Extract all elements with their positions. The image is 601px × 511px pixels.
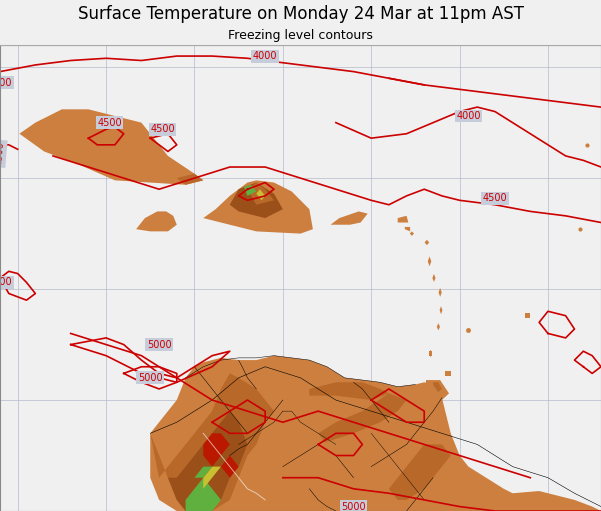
Polygon shape xyxy=(429,350,432,357)
Polygon shape xyxy=(256,189,265,200)
Text: 5000: 5000 xyxy=(0,277,12,287)
Polygon shape xyxy=(432,274,436,282)
Polygon shape xyxy=(398,216,408,222)
Polygon shape xyxy=(331,212,368,225)
Polygon shape xyxy=(410,231,414,236)
Polygon shape xyxy=(445,371,451,376)
Polygon shape xyxy=(203,433,230,467)
Text: 4500: 4500 xyxy=(150,124,175,134)
Polygon shape xyxy=(203,180,313,234)
Polygon shape xyxy=(389,445,451,500)
Polygon shape xyxy=(203,467,221,489)
Text: 5000: 5000 xyxy=(138,373,162,383)
Text: Surface Temperature on Monday 24 Mar at 11pm AST: Surface Temperature on Monday 24 Mar at … xyxy=(78,6,523,24)
Polygon shape xyxy=(310,382,389,400)
Polygon shape xyxy=(405,227,410,231)
Polygon shape xyxy=(439,306,442,314)
Text: 4000: 4000 xyxy=(253,51,278,61)
Polygon shape xyxy=(177,174,203,185)
Polygon shape xyxy=(195,360,248,467)
Polygon shape xyxy=(221,455,239,478)
Polygon shape xyxy=(244,185,256,196)
Polygon shape xyxy=(439,288,442,297)
Text: 4000: 4000 xyxy=(456,111,481,121)
Polygon shape xyxy=(437,323,440,330)
Polygon shape xyxy=(433,382,442,393)
Polygon shape xyxy=(136,212,177,231)
Text: 5000: 5000 xyxy=(341,502,366,511)
Polygon shape xyxy=(424,240,429,245)
Text: 4500: 4500 xyxy=(0,141,6,167)
Polygon shape xyxy=(429,351,432,356)
Polygon shape xyxy=(168,411,248,511)
Polygon shape xyxy=(19,109,203,185)
Polygon shape xyxy=(318,393,406,445)
Text: 4500: 4500 xyxy=(97,118,122,128)
Text: 4000: 4000 xyxy=(0,78,12,88)
Polygon shape xyxy=(186,478,221,511)
Polygon shape xyxy=(248,182,274,205)
Polygon shape xyxy=(426,380,449,400)
Polygon shape xyxy=(248,433,380,478)
Polygon shape xyxy=(150,356,601,511)
Polygon shape xyxy=(195,467,212,478)
Text: 5000: 5000 xyxy=(147,340,171,350)
Polygon shape xyxy=(230,182,283,218)
Polygon shape xyxy=(525,313,530,318)
Polygon shape xyxy=(428,257,432,266)
Text: 4500: 4500 xyxy=(483,193,507,203)
Polygon shape xyxy=(400,217,406,222)
Text: Freezing level contours: Freezing level contours xyxy=(228,30,373,42)
Polygon shape xyxy=(150,374,274,511)
